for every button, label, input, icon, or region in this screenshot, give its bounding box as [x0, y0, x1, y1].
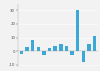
Bar [48, 48, 51, 51]
Bar [93, 36, 96, 51]
Bar [70, 51, 74, 55]
Bar [59, 44, 62, 51]
Bar [31, 40, 34, 51]
Bar [37, 47, 40, 51]
Bar [82, 51, 85, 62]
Bar [20, 51, 23, 54]
Bar [65, 46, 68, 51]
Bar [54, 46, 57, 51]
Bar [76, 10, 79, 51]
Bar [42, 51, 46, 55]
Bar [87, 44, 91, 51]
Bar [25, 47, 29, 51]
